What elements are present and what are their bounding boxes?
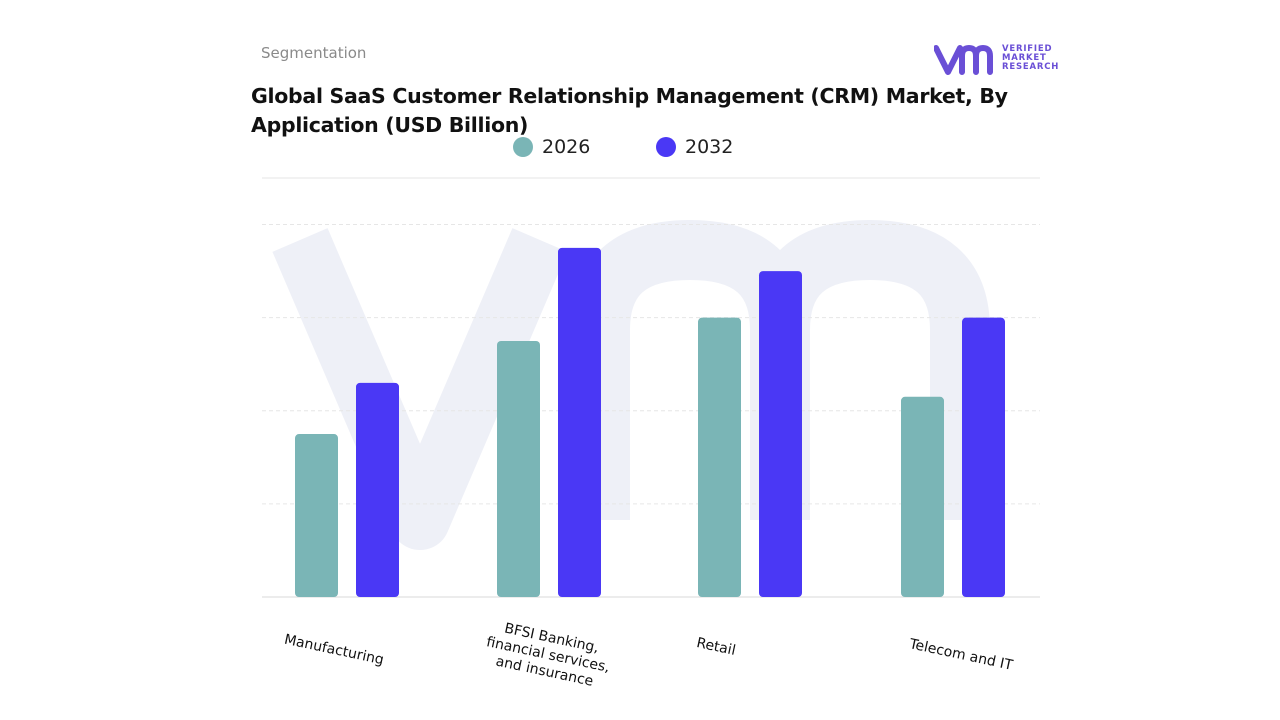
bar-2026-2: [698, 317, 741, 597]
segment-label: Segmentation: [261, 44, 367, 62]
bar-2026-1: [497, 340, 540, 597]
bars: [295, 247, 1005, 598]
bar-2026-3: [901, 396, 944, 597]
logo-text: VERIFIED MARKET RESEARCH: [1002, 45, 1059, 72]
x-tick-label-3: Telecom and IT: [907, 636, 1015, 674]
logo-line-2: MARKET: [1002, 53, 1047, 63]
bar-2026-0: [295, 434, 338, 597]
legend-label-2026: 2026: [542, 136, 591, 158]
x-tick-label-2: Retail: [695, 635, 737, 659]
bar-2032-0: [356, 382, 399, 597]
logo-line-3: RESEARCH: [1002, 62, 1060, 72]
x-tick-label-line: Retail: [695, 635, 737, 659]
legend-swatch-2032: [656, 137, 676, 157]
legend-label-2032: 2032: [685, 136, 734, 158]
chart-title: Global SaaS Customer Relationship Manage…: [251, 84, 1008, 137]
bar-2032-3: [962, 317, 1005, 597]
category-labels: Manufacturing BFSI Banking,financial serv…: [283, 621, 1015, 690]
x-tick-label-line: Manufacturing: [283, 632, 386, 669]
logo-line-1: VERIFIED: [1002, 44, 1053, 54]
legend-swatch-2026: [513, 137, 533, 157]
bar-2032-1: [558, 247, 601, 598]
vmr-logo: [934, 44, 993, 75]
bar-2032-2: [759, 271, 802, 597]
x-tick-label-1: BFSI Banking,financial services,and insu…: [485, 621, 611, 690]
x-tick-label-line: Telecom and IT: [907, 636, 1015, 674]
x-tick-label-0: Manufacturing: [283, 632, 386, 669]
